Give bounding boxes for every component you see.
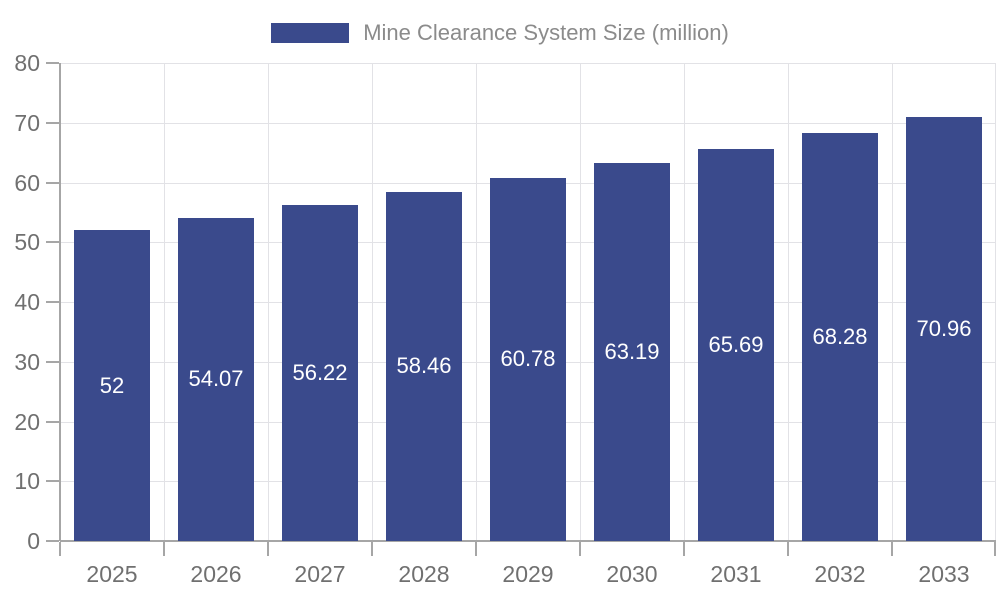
y-tick-label: 70	[14, 109, 40, 136]
x-tick-label: 2032	[814, 561, 866, 587]
x-tick-label: 2029	[502, 561, 554, 587]
bar-2027[interactable]: 56.22	[282, 205, 358, 541]
bar-2033[interactable]: 70.96	[906, 117, 982, 541]
y-tick	[46, 540, 59, 542]
legend-swatch	[271, 23, 350, 43]
y-tick	[46, 241, 59, 244]
x-tick	[163, 542, 165, 556]
bar-2028[interactable]: 58.46	[386, 191, 462, 541]
gridline-vertical	[580, 63, 581, 541]
gridline-horizontal	[60, 63, 996, 64]
y-tick	[46, 301, 59, 303]
bar-2031[interactable]: 65.69	[698, 148, 774, 541]
bar-value-label: 60.78	[500, 346, 556, 372]
y-tick-label: 0	[27, 528, 40, 554]
gridline-vertical	[268, 63, 269, 541]
bar-value-label: 68.28	[812, 324, 868, 350]
x-tick-label: 2028	[398, 561, 450, 587]
x-tick-label: 2030	[606, 561, 658, 587]
x-tick-label: 2033	[918, 561, 970, 587]
legend[interactable]: Mine Clearance System Size (million)	[0, 20, 1000, 45]
bar-2032[interactable]: 68.28	[802, 133, 878, 541]
y-tick-label: 20	[14, 408, 40, 435]
x-tick-label: 2026	[190, 561, 242, 587]
x-tick	[267, 542, 269, 556]
gridline-vertical	[788, 63, 789, 541]
x-tick	[683, 542, 685, 556]
gridline-vertical	[164, 63, 165, 541]
bar-2029[interactable]: 60.78	[490, 177, 566, 541]
legend-label: Mine Clearance System Size (million)	[363, 20, 729, 45]
y-tick-label: 60	[14, 169, 40, 196]
x-tick-label: 2027	[294, 561, 346, 587]
x-tick-label: 2031	[710, 561, 762, 587]
y-axis-line	[59, 63, 61, 541]
x-tick	[475, 542, 477, 556]
x-tick	[59, 542, 61, 556]
x-tick-label: 2025	[86, 561, 138, 587]
y-tick-label: 50	[14, 229, 40, 256]
bar-2025[interactable]: 52	[74, 230, 150, 541]
bar-value-label: 70.96	[916, 316, 972, 341]
gridline-horizontal	[60, 122, 996, 124]
y-tick	[46, 121, 59, 124]
y-tick	[46, 360, 59, 363]
x-axis-line	[60, 540, 996, 542]
x-tick	[891, 542, 893, 556]
bar-value-label: 58.46	[396, 353, 452, 379]
bar-value-label: 54.07	[188, 366, 244, 392]
y-tick	[46, 480, 59, 483]
gridline-vertical	[892, 63, 893, 541]
gridline-vertical	[372, 63, 373, 541]
y-tick	[46, 181, 59, 184]
bar-2030[interactable]: 63.19	[594, 163, 670, 541]
y-tick-label: 10	[14, 468, 40, 495]
y-tick	[46, 420, 59, 423]
y-tick-label: 30	[14, 348, 40, 375]
gridline-vertical	[476, 63, 477, 541]
bar-value-label: 52	[99, 372, 125, 398]
plot-area: 0 10 20 30 40 50 60 70 80 2025 2026 2027 2028 2029 203…	[14, 50, 996, 587]
y-tick-label: 40	[14, 289, 40, 315]
x-tick	[994, 542, 996, 556]
y-tick-label: 80	[14, 50, 40, 76]
bar-value-label: 56.22	[292, 360, 348, 386]
x-tick	[371, 542, 373, 556]
gridline-vertical	[995, 63, 996, 541]
bar-value-label: 65.69	[708, 331, 764, 357]
bar-2026[interactable]: 54.07	[178, 217, 254, 541]
bar-value-label: 63.19	[604, 339, 660, 365]
x-tick	[787, 542, 789, 556]
x-tick	[579, 542, 581, 556]
y-tick	[46, 62, 59, 64]
gridline-vertical	[684, 63, 685, 541]
